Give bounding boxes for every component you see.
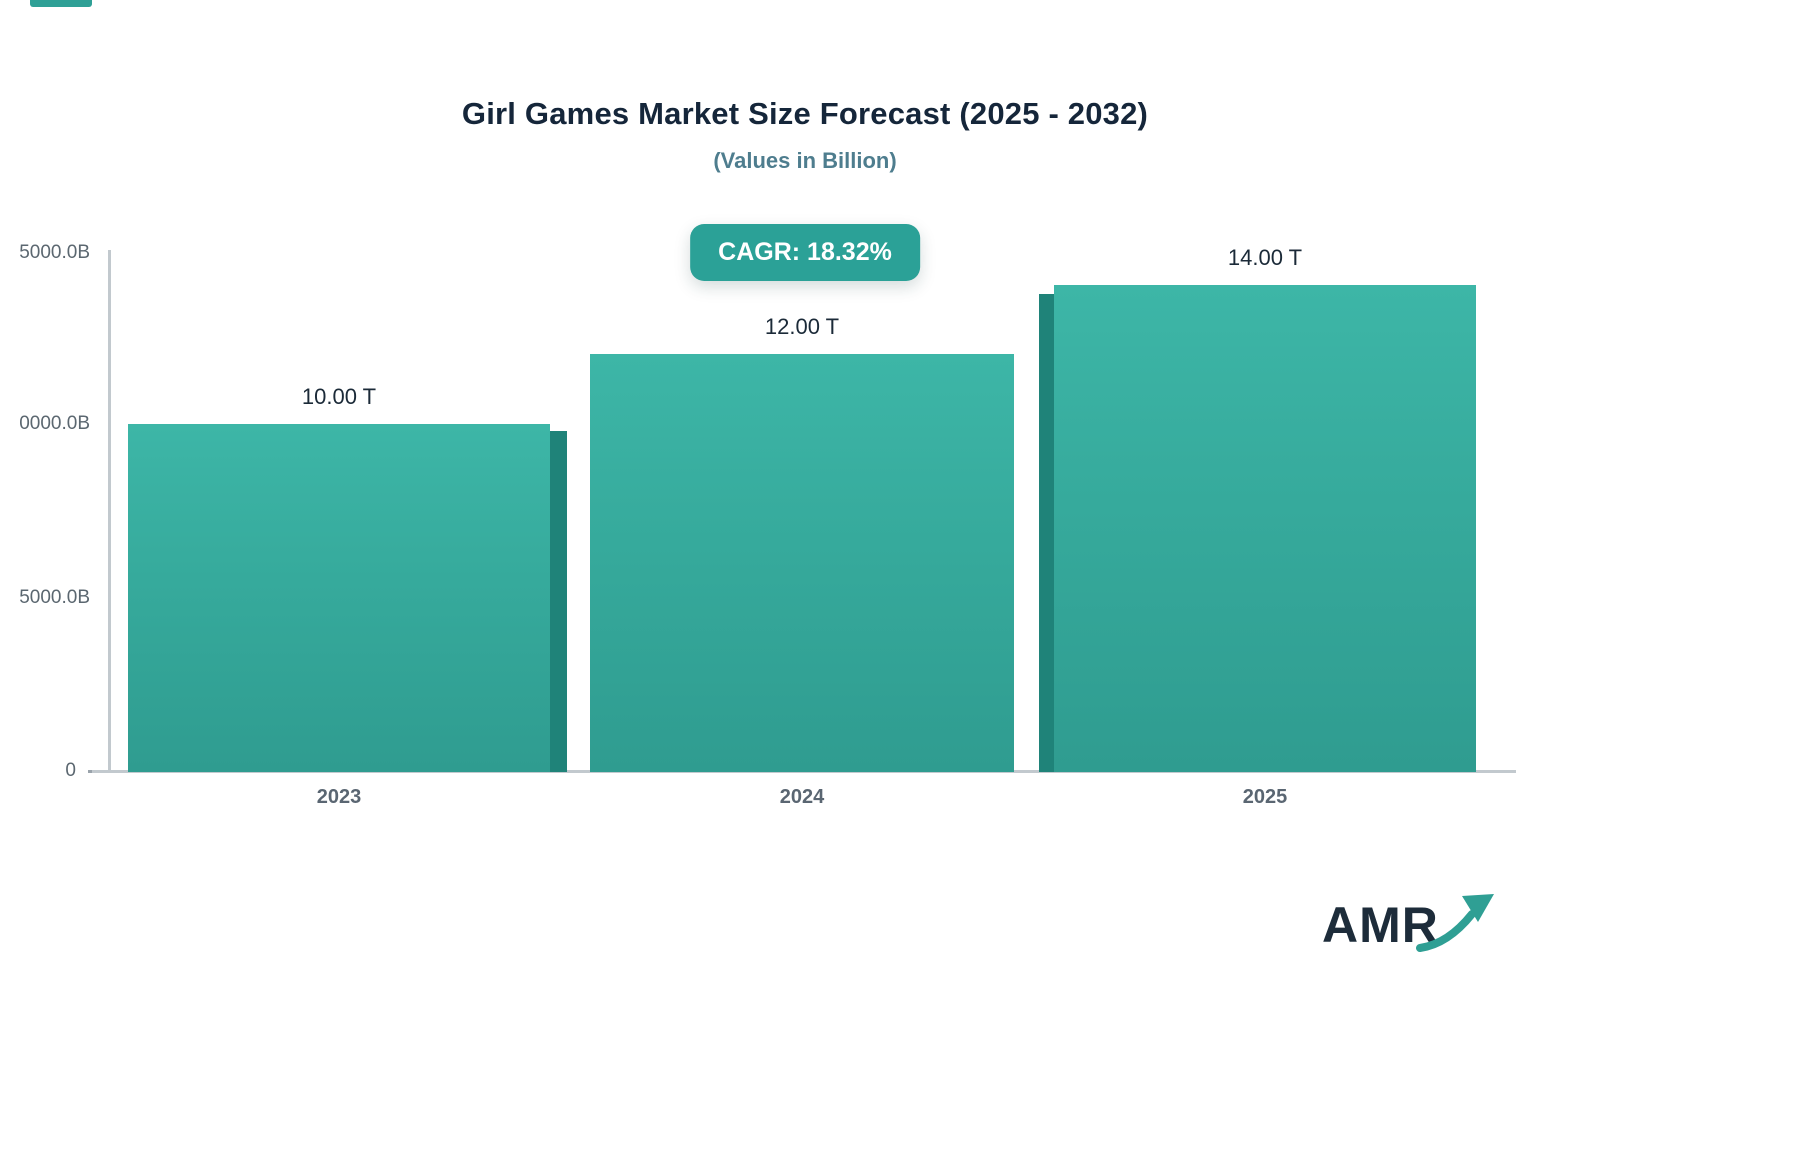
chart-subtitle: (Values in Billion): [713, 148, 897, 173]
amr-logo: AMR: [1322, 890, 1522, 968]
y-tick-label: 5000.0B: [19, 242, 90, 263]
bar: 12.00 T: [590, 314, 1014, 772]
top-edge-accent-strip: [30, 0, 92, 7]
page-title: Girl Games Market Size Forecast (2025 - …: [461, 96, 1149, 131]
bar-value-label: 12.00 T: [764, 314, 840, 339]
y-tick-label-zero: 0: [65, 760, 76, 781]
bar: 14.00 T: [1039, 245, 1476, 772]
y-tick-label: 5000.0B: [19, 587, 90, 608]
y-tick-label: 0000.0B: [19, 413, 90, 434]
bar-value-label: 14.00 T: [1227, 245, 1303, 270]
cagr-badge: CAGR: 18.32%: [690, 224, 920, 281]
x-tick-label: 2023: [316, 786, 362, 808]
bar-value-label: 10.00 T: [301, 384, 377, 409]
x-tick-label: 2024: [779, 786, 825, 808]
growth-arrow-icon: [1416, 894, 1494, 952]
x-tick-label: 2025: [1242, 786, 1288, 808]
bar: 10.00 T: [128, 384, 567, 772]
y-axis-line: [108, 250, 111, 772]
amr-logo-text: AMR: [1322, 897, 1439, 953]
